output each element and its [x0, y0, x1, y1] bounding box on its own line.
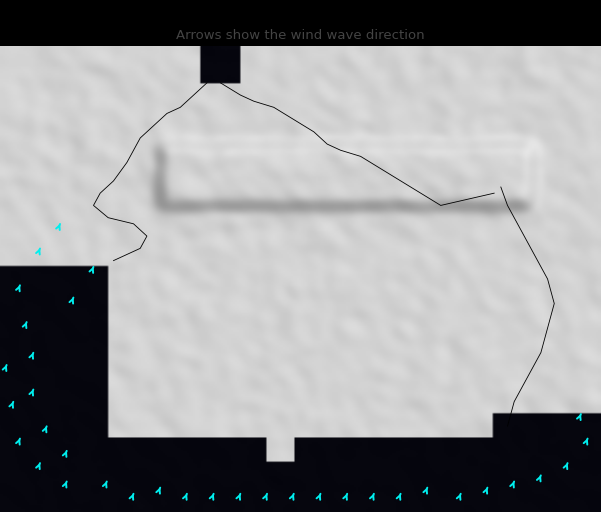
- Text: Arrows show the wind wave direction: Arrows show the wind wave direction: [176, 29, 425, 42]
- Text: Secondary Swell energy on Sunday 23 Mar at 2:30am IST: Secondary Swell energy on Sunday 23 Mar …: [50, 5, 551, 23]
